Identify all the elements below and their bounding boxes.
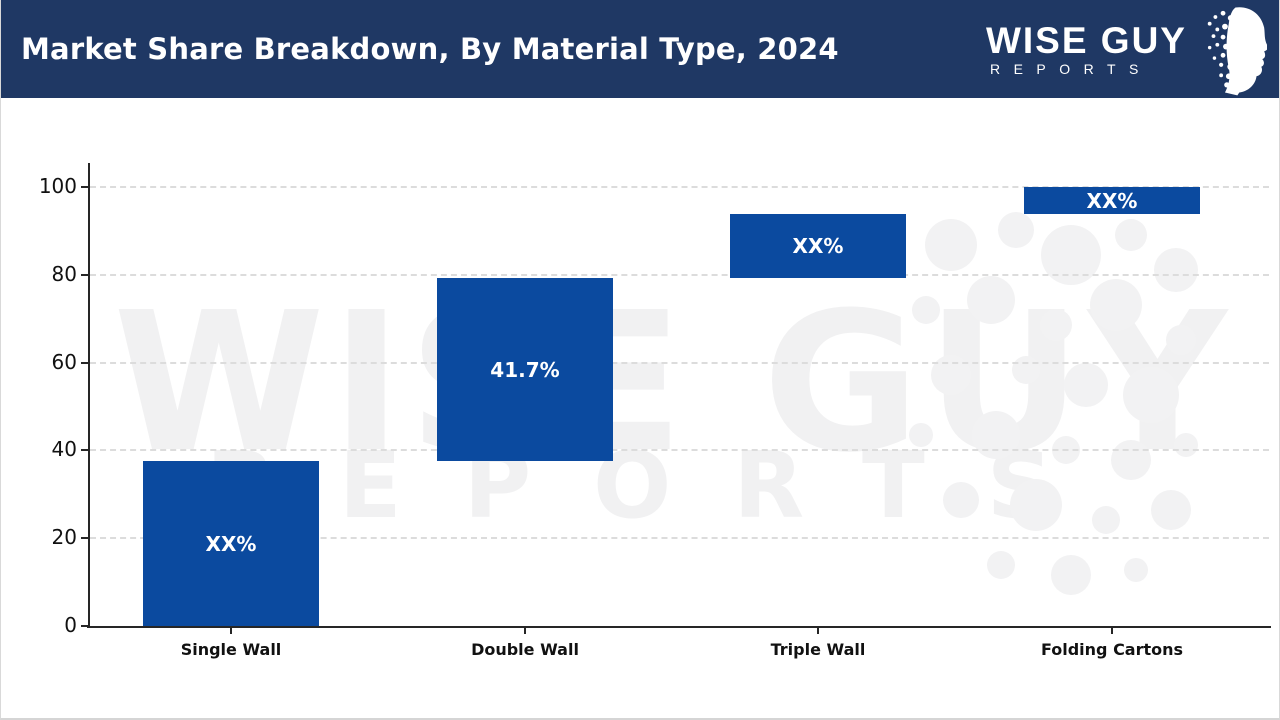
y-tick-100 — [81, 186, 88, 188]
gridline-60 — [90, 361, 1269, 364]
y-axis — [88, 163, 90, 628]
gridline-40 — [90, 449, 1269, 452]
x-category-label-single-wall: Single Wall — [180, 640, 282, 659]
y-tick-80 — [81, 273, 88, 276]
y-tick-label-80: 80 — [51, 261, 77, 286]
y-tick-label-20: 20 — [51, 525, 77, 550]
x-tick-single-wall — [230, 628, 232, 634]
logo-face-icon — [1207, 7, 1267, 96]
y-tick-40 — [81, 449, 88, 452]
y-tick-20 — [81, 537, 88, 540]
bar-value-label-single-wall: XX% — [205, 531, 257, 556]
bar-value-label-folding-cartons: XX% — [1086, 188, 1138, 213]
x-tick-triple-wall — [817, 628, 819, 634]
gridline-100 — [90, 186, 1269, 188]
x-category-label-folding-cartons: Folding Cartons — [1040, 640, 1184, 659]
wise-guy-reports-logo: WISE GUY REPORTS — [986, 0, 1267, 98]
bar-value-label-triple-wall: XX% — [792, 234, 844, 259]
bar-triple-wall: XX% — [730, 214, 906, 279]
logo-subtext: REPORTS — [989, 61, 1152, 77]
logo-text: WISE GUY REPORTS — [986, 22, 1187, 76]
y-tick-label-100: 100 — [38, 174, 77, 198]
page-title: Market Share Breakdown, By Material Type… — [21, 32, 839, 66]
y-tick-label-0: 0 — [64, 613, 77, 637]
y-tick-label-60: 60 — [51, 349, 77, 374]
bar-folding-cartons: XX% — [1024, 187, 1200, 215]
bar-value-label-double-wall: 41.7% — [490, 357, 560, 382]
y-tick-0 — [81, 625, 88, 627]
x-tick-folding-cartons — [1111, 628, 1113, 634]
x-category-label-double-wall: Double Wall — [471, 640, 579, 659]
x-category-label-triple-wall: Triple Wall — [770, 640, 866, 659]
gridline-20 — [90, 537, 1269, 540]
y-tick-label-40: 40 — [51, 437, 77, 462]
bar-double-wall: 41.7% — [437, 278, 613, 462]
watermark-text-line1: WISE GUY — [113, 272, 1234, 495]
header: Market Share Breakdown, By Material Type… — [1, 0, 1279, 98]
x-axis — [87, 626, 1271, 628]
watermark-face-dots — [909, 212, 1198, 595]
x-tick-double-wall — [524, 628, 526, 634]
y-tick-60 — [81, 361, 88, 364]
bar-single-wall: XX% — [143, 461, 319, 626]
logo-wordmark: WISE GUY — [985, 20, 1187, 61]
gridline-80 — [90, 273, 1269, 276]
